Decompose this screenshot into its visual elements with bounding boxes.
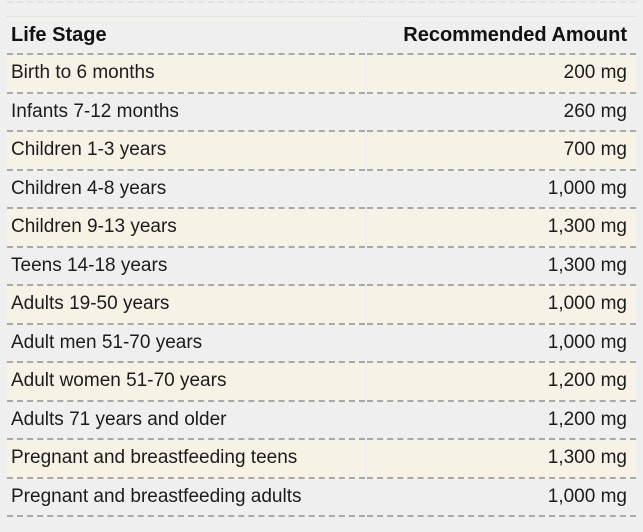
amount-cell: 1,000 mg (367, 325, 636, 363)
amount-cell: 1,300 mg (367, 248, 636, 286)
amount-cell: 1,200 mg (367, 363, 636, 402)
table-row: Birth to 6 months 200 mg (7, 55, 636, 94)
life-stage-cell: Adults 19-50 years (7, 286, 365, 325)
table-row: Children 1-3 years 700 mg (7, 132, 636, 171)
amount-cell: 1,300 mg (367, 440, 636, 479)
life-stage-cell: Birth to 6 months (7, 55, 365, 94)
table-row: Infants 7-12 months 260 mg (7, 94, 636, 132)
amount-cell: 1,000 mg (367, 479, 636, 517)
life-stage-cell: Adult women 51-70 years (7, 363, 365, 402)
life-stage-cell: Pregnant and breastfeeding teens (7, 440, 365, 479)
table-header: Life Stage Recommended Amount (7, 16, 636, 55)
life-stage-cell: Children 1-3 years (7, 132, 365, 171)
amount-cell: 1,000 mg (367, 171, 636, 209)
table-row: Adult men 51-70 years 1,000 mg (7, 325, 636, 363)
recommended-amount-column-header: Recommended Amount (367, 16, 636, 55)
life-stage-cell: Adult men 51-70 years (7, 325, 365, 363)
table-row: Children 4-8 years 1,000 mg (7, 171, 636, 209)
amount-cell: 1,000 mg (367, 286, 636, 325)
amount-cell: 260 mg (367, 94, 636, 132)
top-divider (7, 1, 636, 3)
table-row: Pregnant and breastfeeding adults 1,000 … (7, 479, 636, 517)
life-stage-cell: Teens 14-18 years (7, 248, 365, 286)
life-stage-cell: Adults 71 years and older (7, 402, 365, 440)
table-row: Adults 19-50 years 1,000 mg (7, 286, 636, 325)
amount-cell: 200 mg (367, 55, 636, 94)
recommended-amount-table: Life Stage Recommended Amount Birth to 6… (5, 16, 638, 517)
table-row: Adult women 51-70 years 1,200 mg (7, 363, 636, 402)
table-row: Children 9-13 years 1,300 mg (7, 209, 636, 248)
amount-cell: 1,200 mg (367, 402, 636, 440)
table-body: Birth to 6 months 200 mg Infants 7-12 mo… (7, 55, 636, 517)
table-row: Teens 14-18 years 1,300 mg (7, 248, 636, 286)
table-row: Pregnant and breastfeeding teens 1,300 m… (7, 440, 636, 479)
header-row: Life Stage Recommended Amount (7, 16, 636, 55)
life-stage-column-header: Life Stage (7, 16, 365, 55)
life-stage-cell: Infants 7-12 months (7, 94, 365, 132)
life-stage-cell: Children 9-13 years (7, 209, 365, 248)
amount-cell: 1,300 mg (367, 209, 636, 248)
amount-cell: 700 mg (367, 132, 636, 171)
life-stage-cell: Children 4-8 years (7, 171, 365, 209)
table-row: Adults 71 years and older 1,200 mg (7, 402, 636, 440)
life-stage-cell: Pregnant and breastfeeding adults (7, 479, 365, 517)
